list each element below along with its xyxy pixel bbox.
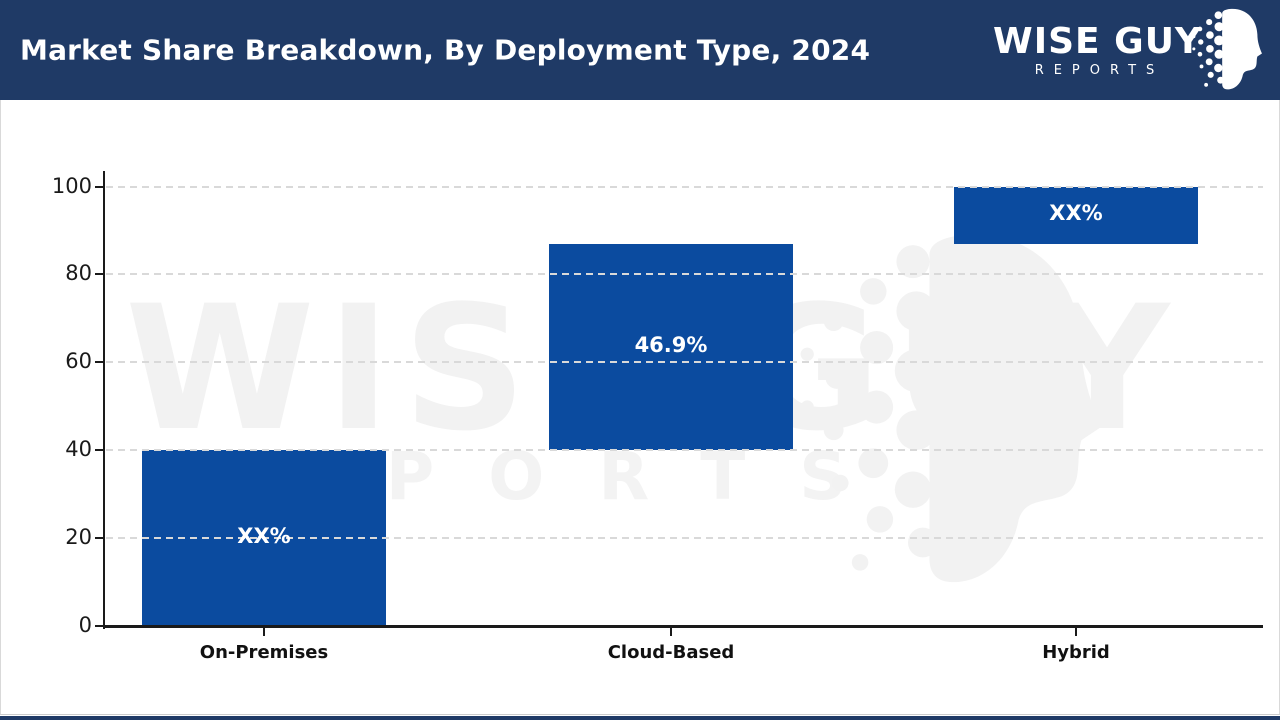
wiseguy-head-icon — [1186, 6, 1266, 94]
y-tick-60 — [95, 361, 104, 364]
page-title: Market Share Breakdown, By Deployment Ty… — [20, 33, 871, 67]
x-tick-on-premises — [263, 628, 265, 636]
gridline-80 — [106, 273, 1263, 276]
x-category-label-hybrid: Hybrid — [1042, 642, 1110, 663]
y-tick-80 — [95, 273, 104, 276]
y-axis-line — [103, 170, 105, 629]
x-category-label-cloud-based: Cloud-Based — [607, 642, 735, 663]
y-tick-0 — [95, 625, 104, 627]
header-bar: Market Share Breakdown, By Deployment Ty… — [0, 0, 1280, 100]
x-tick-hybrid — [1075, 628, 1077, 636]
y-tick-label-80: 80 — [65, 261, 92, 286]
gridline-20 — [106, 537, 1263, 540]
bar-value-label-cloud-based: 46.9% — [634, 333, 708, 358]
page-border-bottom — [0, 714, 1280, 715]
bar-value-label-hybrid: XX% — [1049, 201, 1103, 226]
x-category-label-on-premises: On-Premises — [199, 642, 329, 663]
page-border-left — [0, 100, 1, 714]
brand-logo-text: WISE GUY REPORTS — [992, 20, 1202, 78]
gridline-60 — [106, 361, 1263, 364]
y-tick-label-100: 100 — [51, 173, 92, 198]
gridline-40 — [106, 449, 1263, 452]
y-tick-40 — [95, 449, 104, 452]
bar-hybrid — [954, 186, 1198, 245]
gridline-100 — [106, 185, 1263, 188]
y-tick-label-0: 0 — [78, 613, 92, 637]
y-tick-100 — [95, 185, 104, 188]
watermark-head-icon — [778, 222, 1114, 602]
brand-name: WISE GUY — [992, 20, 1202, 62]
y-tick-label-40: 40 — [65, 437, 92, 462]
bar-value-label-on-premises: XX% — [237, 524, 291, 549]
y-tick-label-60: 60 — [65, 349, 92, 374]
brand-logo: WISE GUY REPORTS — [993, 6, 1266, 94]
chart-canvas: WISE GUY REPORTS 020406080100XX%On-Premi… — [0, 100, 1280, 720]
x-axis-line — [103, 625, 1263, 628]
bar-cloud-based — [549, 244, 793, 451]
footer-accent-strip — [0, 716, 1280, 720]
y-tick-label-20: 20 — [65, 525, 92, 550]
x-tick-cloud-based — [670, 628, 672, 636]
y-tick-20 — [95, 537, 104, 540]
brand-subname: REPORTS — [1034, 62, 1165, 78]
